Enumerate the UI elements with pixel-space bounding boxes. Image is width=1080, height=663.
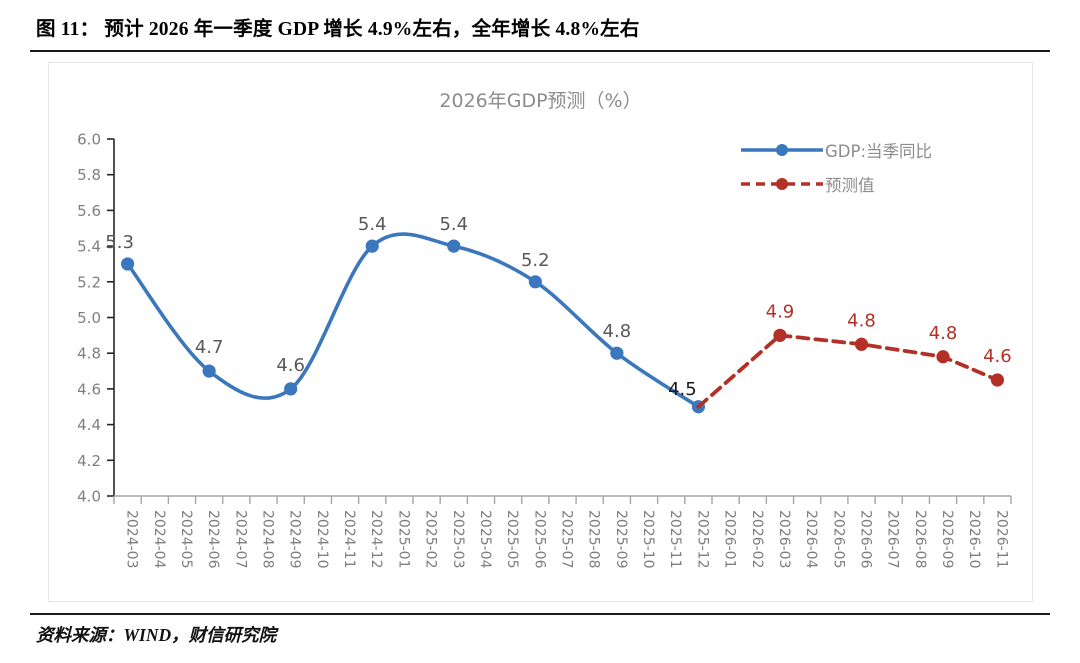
- x-tick-label: 2024-05: [178, 510, 194, 569]
- data-point-marker: [447, 239, 461, 253]
- data-point-marker: [284, 382, 298, 396]
- legend-label-forecast: 预测值: [825, 176, 875, 195]
- x-tick-label: 2026-03: [776, 510, 792, 569]
- y-tick-label: 5.2: [77, 273, 101, 291]
- data-point-marker: [365, 239, 379, 253]
- y-tick-label: 5.6: [77, 202, 101, 220]
- page-title: 图 11： 预计 2026 年一季度 GDP 增长 4.9%左右，全年增长 4.…: [36, 18, 640, 40]
- x-tick-label: 2026-05: [830, 510, 846, 569]
- x-tick-label: 2025-09: [613, 510, 629, 569]
- x-tick-label: 2026-10: [966, 510, 982, 569]
- x-tick-label: 2025-04: [477, 510, 493, 569]
- data-point-label: 4.9: [766, 301, 795, 322]
- x-tick-label: 2024-10: [314, 510, 330, 569]
- legend-item-gdp[interactable]: GDP:当季同比: [739, 133, 989, 167]
- x-tick-label: 2025-03: [450, 510, 466, 569]
- y-tick-label: 5.8: [77, 166, 101, 184]
- data-point-marker: [990, 373, 1005, 387]
- x-tick-label: 2026-11: [993, 510, 1009, 569]
- data-point-marker: [936, 350, 950, 364]
- x-tick-label: 2024-07: [232, 510, 248, 569]
- y-tick-label: 6.0: [77, 131, 101, 149]
- y-tick-label: 5.0: [77, 309, 101, 327]
- legend-swatch-solid-line-icon: [739, 140, 825, 160]
- data-point-marker: [610, 346, 624, 360]
- x-tick-label: 2026-06: [858, 510, 874, 569]
- y-tick-label: 4.8: [77, 345, 101, 363]
- chart-container: 2026年GDP预测（%） 6.0 5.8 5.6 5.4 5.2 5.0 4.8 4.6 4.…: [48, 62, 1033, 602]
- x-tick-label: 2025-11: [667, 510, 683, 569]
- y-tick-label: 4.4: [77, 416, 101, 434]
- data-point-label: 5.3: [105, 232, 134, 253]
- data-point-marker: [202, 364, 216, 378]
- y-tick-label: 4.6: [77, 380, 101, 398]
- x-tick-label: 2026-09: [939, 510, 955, 569]
- y-tick-label: 4.0: [77, 488, 101, 506]
- x-tick-label: 2025-05: [504, 510, 520, 569]
- x-tick-label: 2026-01: [722, 510, 738, 569]
- data-labels: 5.3 4.7 4.6 5.4 5.4 5.2 4.8 4.5 4.9 4.8 4.8 4.6: [105, 214, 1011, 400]
- x-tick-label: 2024-12: [368, 510, 384, 569]
- y-tick-label: 5.4: [77, 238, 101, 256]
- chart-legend: GDP:当季同比 预测值: [739, 133, 989, 201]
- x-tick-label: 2026-04: [803, 510, 819, 569]
- x-tick-label: 2025-10: [640, 510, 656, 569]
- figure-header: 图 11： 预计 2026 年一季度 GDP 增长 4.9%左右，全年增长 4.…: [0, 0, 1080, 52]
- x-tick-label: 2025-08: [586, 510, 602, 569]
- data-point-marker: [120, 257, 135, 271]
- x-tick-label: 2024-04: [151, 510, 167, 569]
- x-tick-label: 2026-08: [912, 510, 928, 569]
- x-tick-label: 2025-06: [531, 510, 547, 569]
- chart-title: 2026年GDP预测（%）: [439, 90, 642, 112]
- data-point-marker: [854, 337, 869, 351]
- legend-item-forecast[interactable]: 预测值: [739, 167, 989, 201]
- footer-divider: [30, 613, 1050, 615]
- header-divider: [30, 50, 1050, 52]
- data-point-marker: [773, 328, 787, 342]
- data-point-label: 4.8: [603, 321, 632, 342]
- x-tick-label: 2025-07: [559, 510, 575, 569]
- x-tick-label: 2025-12: [694, 510, 710, 569]
- data-point-label: 4.6: [276, 355, 305, 376]
- x-axis: 2024-03 2024-04 2024-05 2024-06 2024-07 2024-…: [113, 495, 1012, 569]
- x-tick-label: 2025-02: [423, 510, 439, 569]
- x-tick-label: 2024-06: [205, 510, 221, 569]
- source-note: 资料来源：WIND，财信研究院: [36, 625, 277, 645]
- x-tick-label: 2025-01: [395, 510, 411, 569]
- data-point-label: 4.8: [929, 323, 958, 344]
- data-point-label: 5.4: [358, 214, 387, 235]
- x-tick-label: 2026-07: [885, 510, 901, 569]
- legend-swatch-dashed-line-icon: [739, 174, 825, 194]
- data-point-label: 5.4: [439, 214, 468, 235]
- x-tick-label: 2024-08: [260, 510, 276, 569]
- data-series: [120, 232, 1005, 414]
- x-tick-label: 2026-02: [749, 510, 765, 569]
- data-point-label: 5.2: [521, 250, 550, 271]
- data-point-label: 4.5: [668, 379, 697, 400]
- data-point-label: 4.6: [983, 346, 1012, 367]
- series-line: [696, 333, 1000, 409]
- y-tick-label: 4.2: [77, 452, 101, 470]
- legend-label-gdp: GDP:当季同比: [825, 142, 933, 161]
- chart-plot: 6.0 5.8 5.6 5.4 5.2 5.0 4.8 4.6 4.4 4.2 4.0 2024-0…: [77, 131, 1012, 569]
- x-tick-label: 2024-03: [124, 510, 140, 569]
- data-point-label: 4.7: [195, 337, 224, 358]
- x-tick-label: 2024-09: [287, 510, 303, 569]
- data-point-label: 4.8: [847, 310, 876, 331]
- x-tick-label: 2024-11: [341, 510, 357, 569]
- data-point-marker: [528, 275, 542, 289]
- y-axis: 6.0 5.8 5.6 5.4 5.2 5.0 4.8 4.6 4.4 4.2 4.0: [77, 131, 115, 506]
